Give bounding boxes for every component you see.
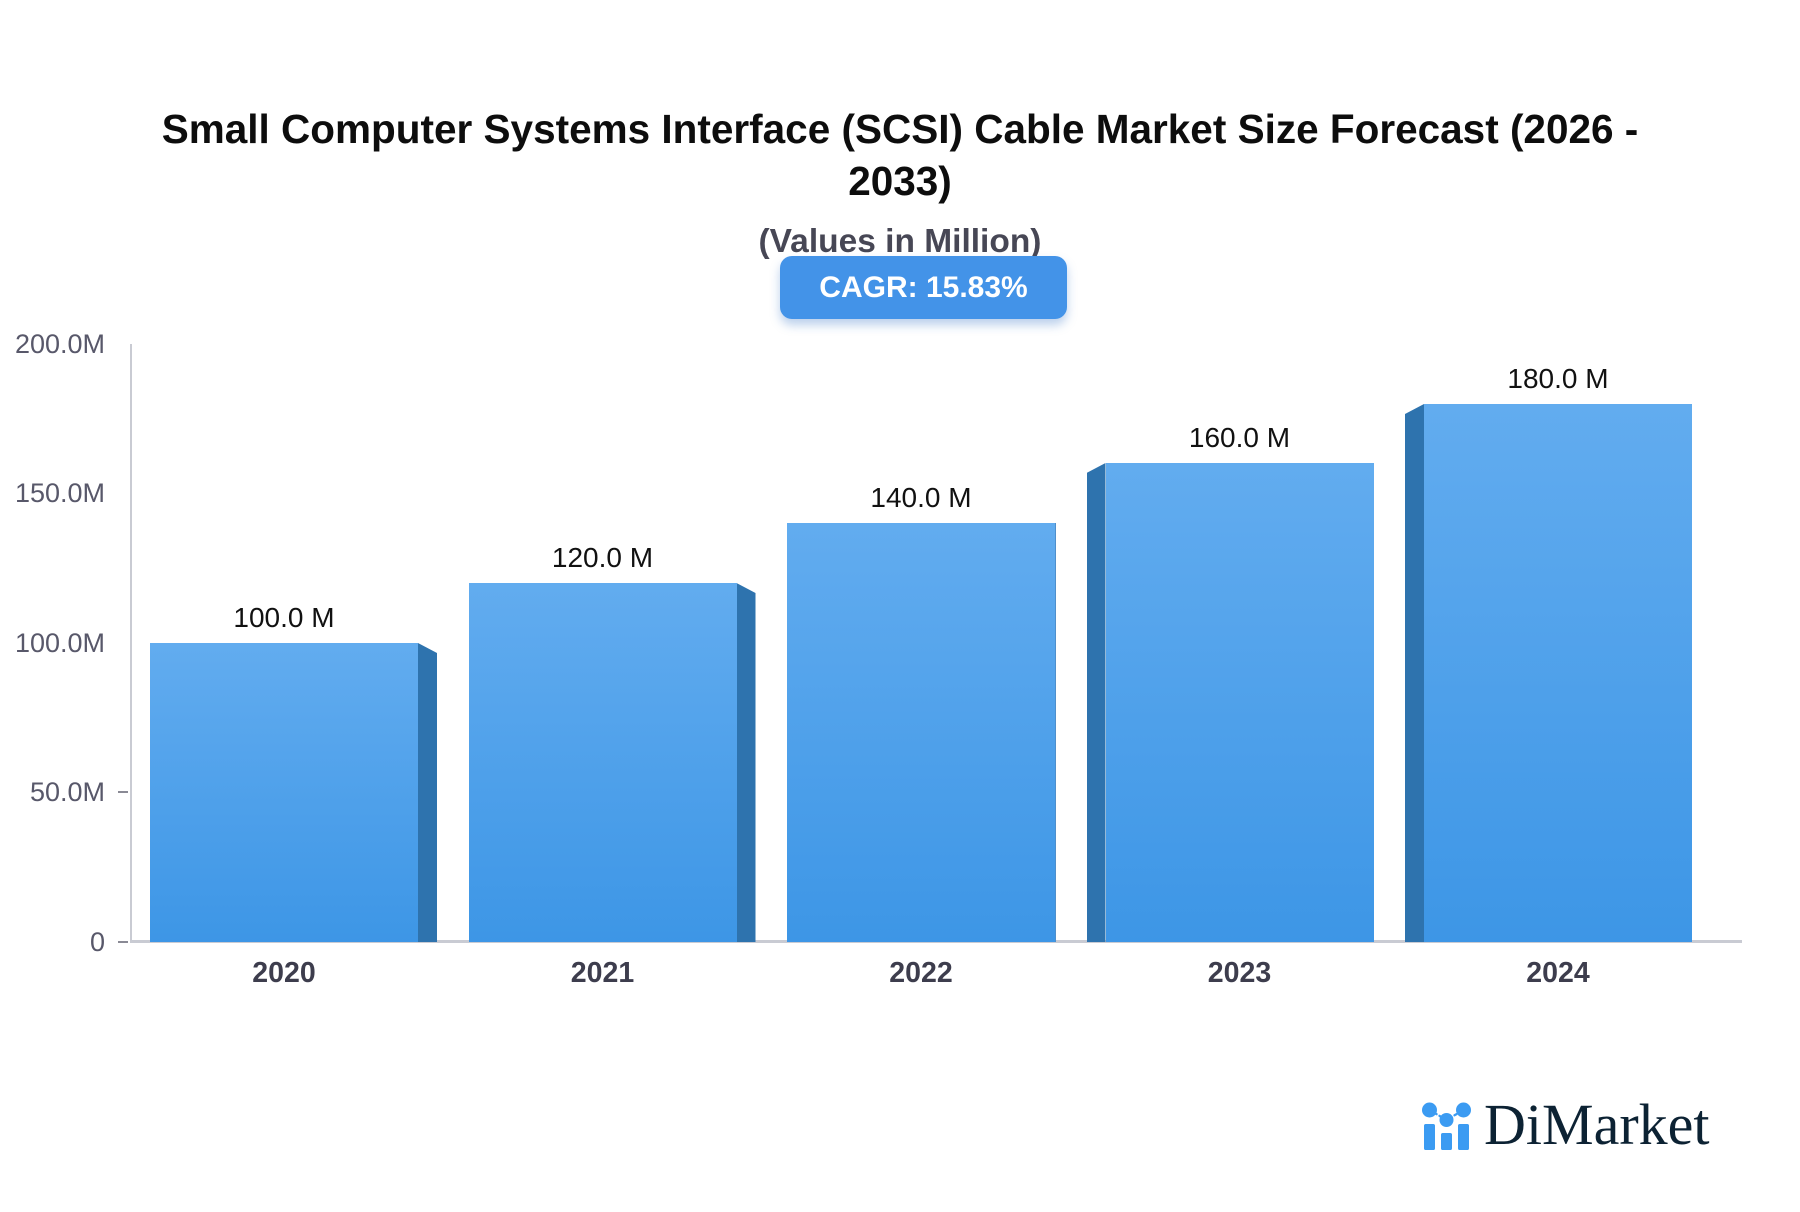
svg-text:DiMarket: DiMarket: [1484, 1100, 1710, 1155]
